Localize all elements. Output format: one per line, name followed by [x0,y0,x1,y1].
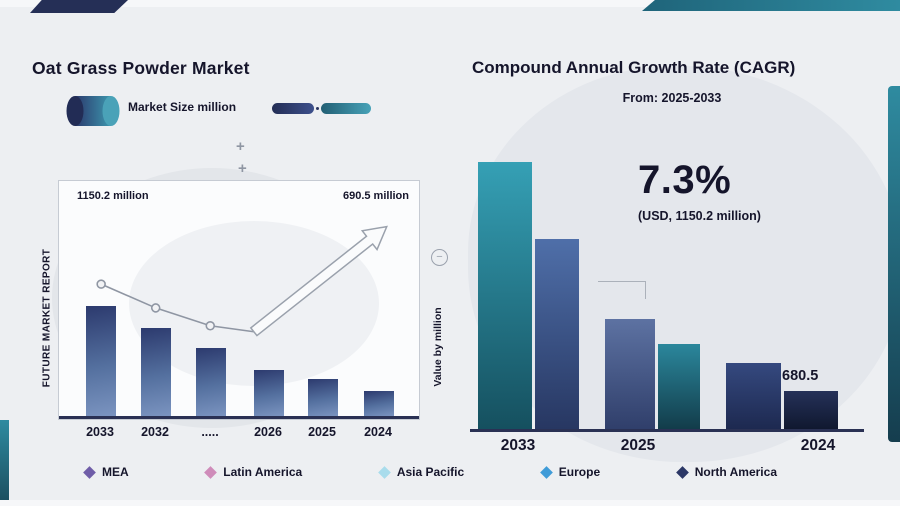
teal-left-edge-accent [0,420,9,506]
legend-label: MEA [102,465,129,479]
cagr-bar-2024-2 [784,391,838,429]
diamond-icon [204,465,218,479]
market-bars [59,181,419,419]
market-x-label-3: ..... [201,425,219,439]
cagr-value: 7.3% [638,158,732,202]
navy-corner-accent [30,0,128,13]
region-legend: MEA Latin America Asia Pacific Europe North … [83,465,777,479]
cagr-x-label-2024: 2024 [800,437,836,454]
legend-label: Asia Pacific [396,465,465,479]
market-x-label-6: 2024 [364,425,392,439]
cagr-bar-2024-1 [726,363,781,429]
diamond-icon [377,465,391,479]
annotation-2024-value: 690.5 million [342,190,409,202]
legend-label: Latin America [223,465,303,479]
cagr-bar-2025-1 [605,319,655,429]
minus-glyph: − [436,251,443,263]
diamond-icon [83,465,96,479]
cagr-bars [478,162,838,429]
value-label-2024: 680.5 [782,368,819,384]
legend-pill-teal [321,103,371,114]
cagr-bar-group-2024 [726,363,838,429]
bottom-edge-strip [0,500,900,506]
legend-label: Europe [558,465,601,479]
market-bar-1 [86,306,116,416]
market-x-label-2: 2032 [141,425,169,439]
cagr-title: Compound Annual Growth Rate (CAGR) [472,58,796,77]
corner-bracket-decoration [598,281,646,299]
cagr-bar-2033-2 [535,239,579,429]
cagr-x-axis-labels: 2033 2025 2024 [470,437,868,457]
market-x-label-4: 2026 [254,425,282,439]
legend-item-latin-america: Latin America [204,465,303,479]
market-bar-6 [364,391,394,416]
cagr-usd-note: (USD, 1150.2 million) [638,209,761,223]
legend-pill-navy [272,103,314,114]
cagr-bar-2025-2 [658,344,700,429]
market-x-axis-labels: 2033 2032..... 2026 2025 2024 [58,425,420,443]
cagr-bar-group-2033 [478,162,579,429]
cylinder-icon [66,96,120,126]
annotation-2033-value: 1150.2 million [77,190,149,202]
cagr-x-label-2025: 2025 [620,437,656,454]
diamond-icon [675,465,689,479]
legend-item-europe: Europe [539,465,601,479]
market-bar-2 [141,328,171,416]
top-edge-strip [0,0,900,7]
teal-right-edge-accent [888,86,900,442]
market-bar-4 [254,370,284,416]
pill-separator-dot [316,107,319,110]
market-x-label-1: 2033 [86,425,114,439]
cagr-period: From: 2025-2033 [622,91,722,105]
market-x-label-5: 2025 [308,425,336,439]
legend-item-north-america: North America [675,465,777,479]
minus-circle-icon: − [431,249,448,266]
legend-item-asia-pacific: Asia Pacific [377,465,465,479]
legend-label: North America [694,465,777,479]
cagr-chart: 680.5 [470,138,868,432]
cagr-bar-group-2025 [605,319,700,429]
market-bar-3 [196,348,226,416]
cagr-x-axis-line [470,429,864,432]
plus-decoration-icon: + [238,160,247,177]
diamond-icon [539,465,553,479]
plus-decoration-icon: + [236,138,245,155]
market-size-label: Market Size million [128,100,237,114]
legend-item-mea: MEA [83,465,129,479]
market-x-axis-line [59,416,419,419]
value-axis-label: Value by million [432,307,444,387]
market-size-chart: 1150.2 million 690.5 million [58,180,420,420]
cagr-bar-2033-1 [478,162,532,429]
future-market-report-label: FUTURE MARKET REPORT [41,248,53,388]
market-bar-5 [308,379,338,416]
left-chart-title: Oat Grass Powder Market [32,58,250,78]
cagr-x-label-2033: 2033 [500,437,536,454]
teal-top-accent [642,0,900,11]
